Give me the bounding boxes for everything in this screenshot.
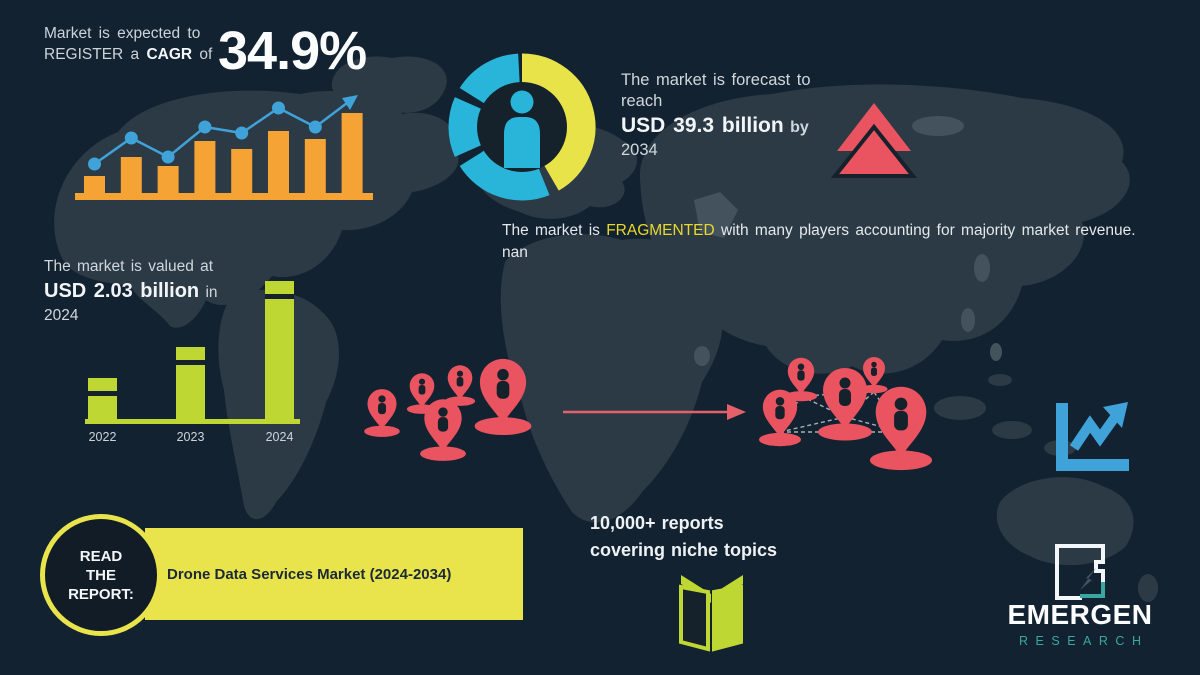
- bar: [88, 378, 117, 419]
- donut-segment: [459, 53, 521, 104]
- bar-stripe: [265, 294, 294, 299]
- pin-person-body: [871, 367, 877, 376]
- bar: [84, 176, 105, 193]
- pin-base: [869, 450, 933, 471]
- line-dot: [272, 101, 285, 115]
- open-book-icon: [679, 575, 743, 652]
- donut-segment: [521, 53, 596, 191]
- pin-person-body: [775, 406, 785, 420]
- trend-arrowhead: [342, 95, 358, 110]
- location-pin-icon: [860, 357, 888, 394]
- bar-stripe: [176, 360, 205, 365]
- axis-label: 2024: [266, 430, 294, 444]
- cagr-caption: Market is expected to REGISTER a CAGR of: [44, 25, 213, 63]
- forecast-value: USD 39.3 billion: [621, 114, 784, 137]
- brand-name: EMERGEN: [1007, 599, 1153, 630]
- valuation-value: USD 2.03 billion: [44, 280, 200, 302]
- bar: [268, 131, 289, 193]
- pin-base: [758, 432, 802, 447]
- forecast-year: 2034: [621, 141, 658, 159]
- brand-subtitle: RESEARCH: [1019, 634, 1149, 648]
- chart-baseline: [85, 419, 300, 424]
- axis-label: 2022: [89, 430, 117, 444]
- valuation-year: 2024: [44, 307, 79, 324]
- bar-stripe: [88, 391, 117, 396]
- chart-baseline: [75, 193, 373, 200]
- pin-person-head: [871, 361, 877, 368]
- line-dot: [235, 126, 249, 140]
- line-dot: [198, 120, 212, 134]
- pin-base: [860, 384, 888, 394]
- valuation-bar-chart: 2022 2023 2024: [85, 281, 300, 444]
- bar: [120, 157, 142, 193]
- pin-person-body: [894, 410, 908, 431]
- pin-base: [364, 425, 400, 437]
- bar: [194, 141, 216, 193]
- pin-person-body: [378, 402, 386, 415]
- cagr-caption-line1: Market is expected to: [44, 25, 201, 42]
- bar: [176, 347, 205, 419]
- cagr-value: 34.9%: [218, 21, 367, 81]
- line-chart-arrow-icon: [1056, 402, 1129, 471]
- pin-person-head: [418, 378, 426, 385]
- transition-arrow-icon: [563, 404, 746, 420]
- pin-person-body: [496, 380, 510, 399]
- pin-person-body: [456, 377, 464, 387]
- report-title-band[interactable]: Drone Data Services Market (2024-2034): [145, 528, 523, 620]
- donut-segment: [459, 150, 550, 201]
- line-dot: [88, 157, 101, 171]
- pin-person-head: [378, 395, 386, 403]
- valuation-caption: The market is valued at USD 2.03 billion…: [44, 258, 218, 324]
- pin-person-body: [437, 417, 449, 432]
- pin-person-head: [775, 397, 785, 406]
- scattered-players-pins: [364, 358, 532, 461]
- pin-person-head: [839, 377, 851, 389]
- pin-person-body: [839, 389, 851, 406]
- bar: [304, 139, 326, 193]
- location-pin-icon: [364, 389, 400, 437]
- bar: [341, 113, 363, 193]
- fragmented-highlight: FRAGMENTED: [606, 222, 715, 239]
- location-pin-icon: [444, 365, 476, 406]
- network-pins-cluster: [758, 357, 933, 471]
- pin-person-body: [797, 370, 805, 381]
- line-dot: [161, 150, 175, 164]
- read-the-report-badge[interactable]: READ THE REPORT:: [40, 514, 162, 636]
- reports-banner: 10,000+ reports covering niche topics: [590, 513, 778, 560]
- pin-base: [474, 417, 532, 436]
- location-pin-icon: [818, 368, 872, 441]
- fragmented-statement: The market is FRAGMENTED with many playe…: [502, 222, 1136, 261]
- network-link: [844, 416, 902, 433]
- pin-person-body: [418, 385, 426, 395]
- bar: [265, 281, 294, 419]
- pin-person-head: [894, 397, 908, 411]
- pin-person-head: [456, 370, 464, 377]
- trend-line: [93, 102, 348, 166]
- bar: [157, 166, 179, 193]
- donut-segment: [448, 97, 482, 157]
- location-pin-icon: [758, 389, 802, 447]
- report-title: Drone Data Services Market (2024-2034): [167, 565, 452, 583]
- pin-person-head: [497, 368, 509, 381]
- axis-label: 2023: [177, 430, 205, 444]
- bar: [231, 149, 253, 193]
- emergen-logo-square-icon: [1055, 544, 1105, 600]
- pin-base: [818, 423, 872, 441]
- line-dot: [308, 120, 322, 134]
- location-pin-icon: [420, 399, 466, 461]
- location-pin-icon: [474, 358, 532, 436]
- pin-base: [420, 446, 466, 461]
- brand-logo: EMERGEN RESEARCH: [995, 599, 1165, 648]
- cagr-trend-chart: [75, 95, 373, 200]
- forecast-caption: The market is forecast to reach USD 39.3…: [621, 71, 811, 159]
- pin-person-head: [797, 363, 805, 371]
- pin-person-head: [438, 407, 448, 417]
- location-pin-icon: [869, 386, 933, 471]
- growth-double-arrow-up-icon: [830, 103, 918, 178]
- person-donut-icon: [448, 53, 596, 201]
- line-dot: [124, 131, 138, 145]
